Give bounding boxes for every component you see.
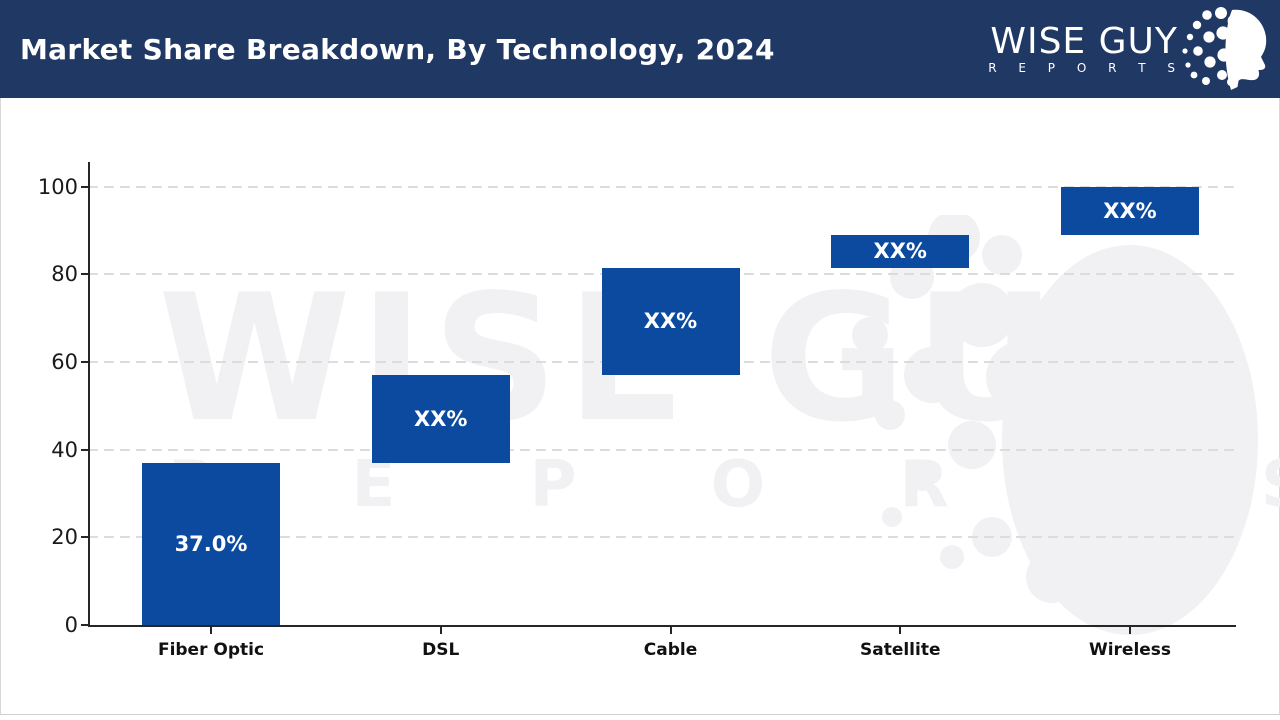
footer-divider: [0, 714, 1280, 715]
watermark-head-icon: [852, 215, 1258, 635]
header-bar: Market Share Breakdown, By Technology, 2…: [0, 0, 1280, 98]
brand-subtext: R E P O R T S: [988, 60, 1184, 75]
chart-title: Market Share Breakdown, By Technology, 2…: [20, 32, 775, 66]
brand-head-icon: [1182, 7, 1267, 90]
brand-logo: WISE GUY R E P O R T S: [984, 7, 1280, 91]
brand-wordmark: WISE GUY R E P O R T S: [984, 23, 1184, 75]
brand-name: WISE GUY: [990, 21, 1178, 63]
